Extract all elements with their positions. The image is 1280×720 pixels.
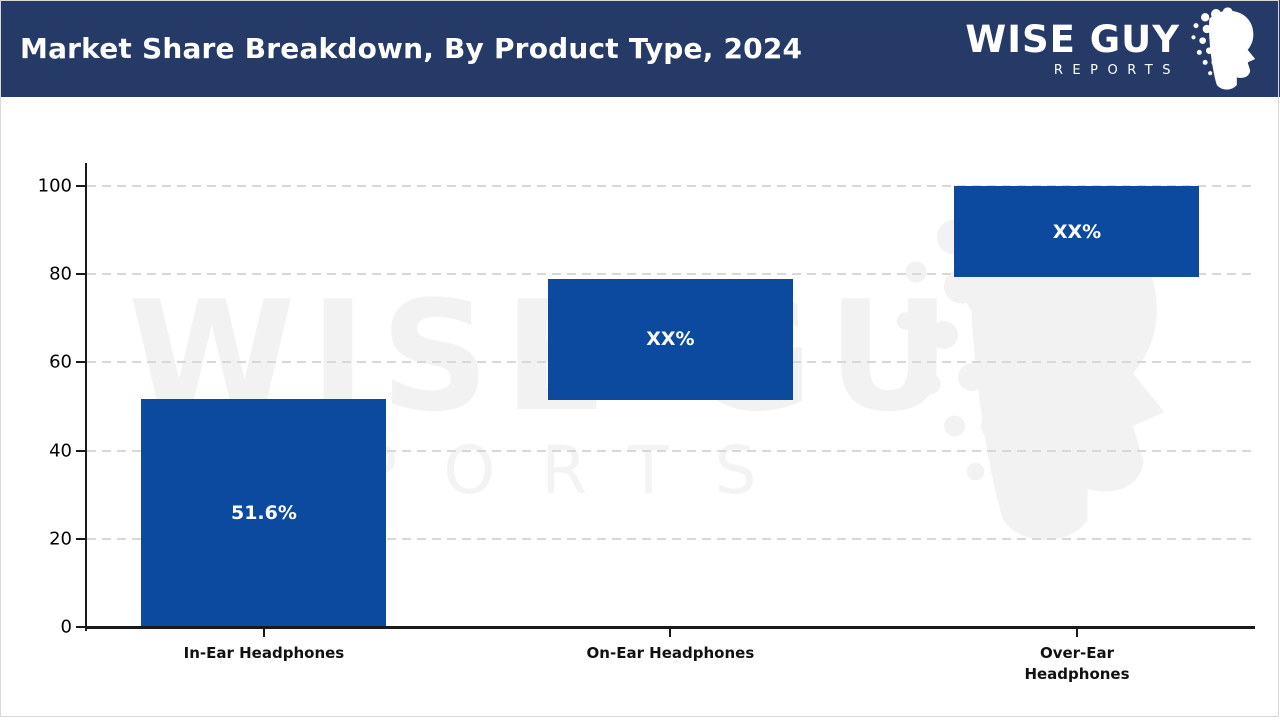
logo-wordmark-line2: REPORTS [1053, 62, 1180, 78]
y-tick-label: 40 [49, 440, 72, 462]
y-axis-line [85, 163, 87, 631]
logo-wordmark: WISE GUY REPORTS [965, 21, 1180, 77]
x-category-label: On-Ear Headphones [586, 644, 755, 662]
gridline [87, 449, 1255, 452]
y-axis-tick [76, 185, 85, 187]
bar-value-label: XX% [1052, 220, 1102, 243]
y-tick-label: 20 [49, 528, 72, 550]
header-bar: Market Share Breakdown, By Product Type,… [0, 0, 1280, 97]
y-tick-label: 60 [49, 351, 72, 373]
bar [547, 278, 793, 400]
y-axis-tick [76, 273, 85, 276]
page-title: Market Share Breakdown, By Product Type,… [20, 32, 803, 65]
bar [141, 399, 387, 627]
x-axis-tick [669, 629, 672, 637]
bar-chart: 0 20 40 60 80 100 51.6% In-Ear Headphones XX% On-… [0, 97, 1280, 720]
y-axis-tick [76, 449, 85, 452]
bar-value-label: 51.6% [230, 502, 297, 525]
y-tick-label: 0 [60, 616, 72, 638]
x-category-label: Over-Ear Headphones [1024, 644, 1130, 683]
gridline [87, 537, 1255, 540]
y-axis-tick [76, 537, 85, 540]
bar-value-label: XX% [646, 328, 695, 351]
y-axis-tick [76, 626, 85, 628]
wiseguy-logo: WISE GUY REPORTS [965, 6, 1266, 92]
x-axis-tick [1075, 629, 1078, 637]
gridline [87, 273, 1255, 276]
logo-wordmark-line1: WISE GUY [965, 17, 1180, 61]
x-category-label: In-Ear Headphones [183, 644, 345, 662]
dotted-head-icon [1191, 6, 1256, 90]
y-tick-label: 100 [37, 175, 72, 197]
y-axis-tick [76, 361, 85, 364]
x-axis-line [85, 626, 1255, 629]
gridline [87, 185, 1255, 187]
y-tick-label: 80 [49, 263, 72, 285]
x-axis-tick [262, 629, 265, 637]
